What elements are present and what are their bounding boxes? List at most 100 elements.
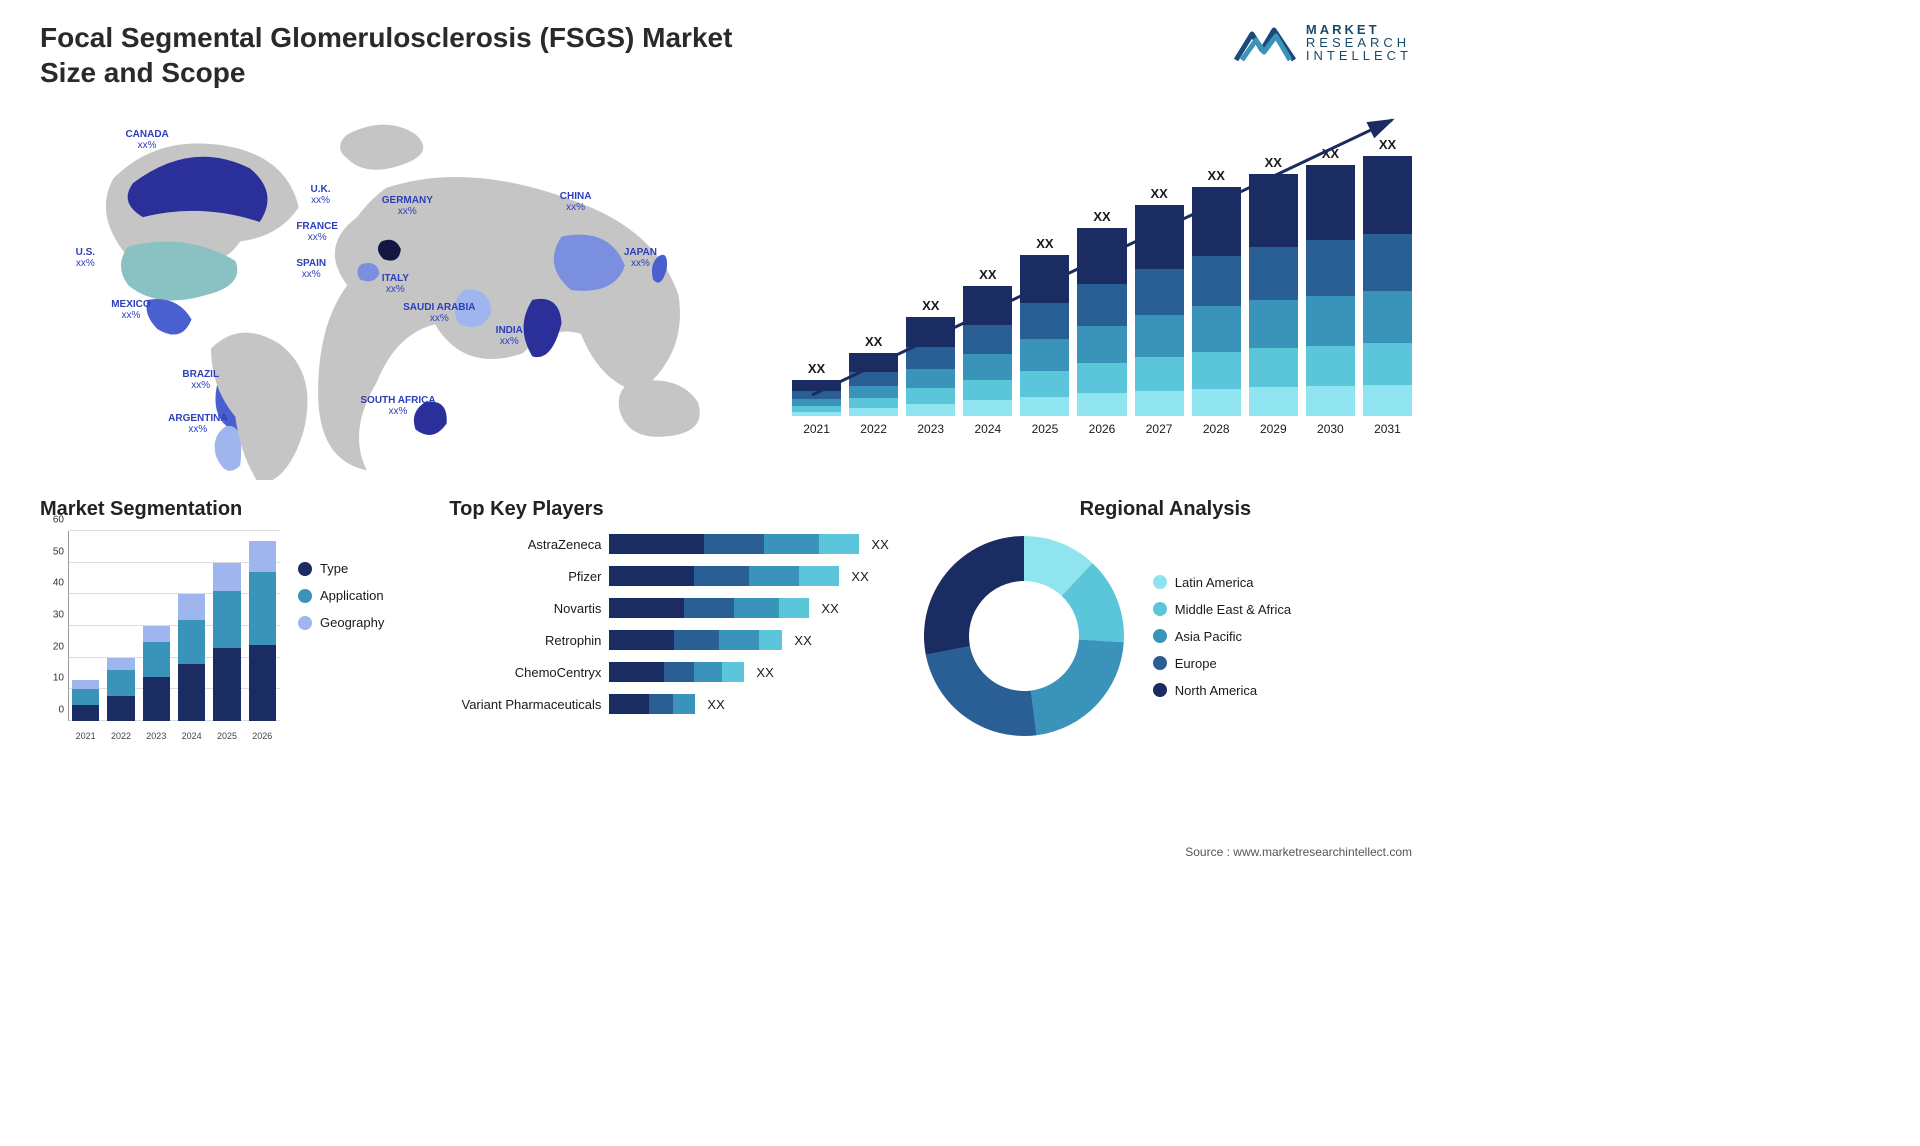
key-players-panel: Top Key Players AstraZenecaXXPfizerXXNov…: [449, 498, 888, 741]
legend-item: Europe: [1153, 656, 1291, 671]
legend-item: Middle East & Africa: [1153, 602, 1291, 617]
legend-item: Application: [298, 588, 384, 603]
logo-mark-icon: [1234, 20, 1296, 65]
legend-item: Asia Pacific: [1153, 629, 1291, 644]
segmentation-legend: Type Application Geography: [298, 531, 384, 741]
seg-xlabel: 2021: [72, 731, 99, 741]
legend-item: Geography: [298, 615, 384, 630]
forecast-bar-year: 2024: [963, 422, 1012, 436]
key-player-value: XX: [821, 601, 838, 616]
forecast-bar-value: XX: [1135, 186, 1184, 201]
map-label: ARGENTINAxx%: [168, 413, 227, 435]
map-label: ITALYxx%: [382, 273, 409, 295]
key-player-name: AstraZeneca: [449, 537, 609, 552]
map-label: JAPANxx%: [624, 247, 657, 269]
world-map: [40, 110, 752, 480]
forecast-bar-year: 2030: [1306, 422, 1355, 436]
key-player-row: Variant PharmaceuticalsXX: [449, 691, 888, 717]
forecast-bar-value: XX: [1020, 236, 1069, 251]
map-label: U.S.xx%: [76, 247, 95, 269]
forecast-bar-value: XX: [1249, 155, 1298, 170]
forecast-bar-value: XX: [1306, 146, 1355, 161]
seg-bar: [107, 658, 134, 721]
forecast-bar-year: 2027: [1135, 422, 1184, 436]
key-player-row: PfizerXX: [449, 563, 888, 589]
seg-ytick: 50: [40, 546, 64, 557]
key-players-chart: AstraZenecaXXPfizerXXNovartisXXRetrophin…: [449, 531, 888, 717]
forecast-bar-year: 2022: [849, 422, 898, 436]
seg-xlabel: 2023: [143, 731, 170, 741]
forecast-bar: XX2022: [849, 334, 898, 436]
forecast-bar-year: 2021: [792, 422, 841, 436]
forecast-bar-value: XX: [1192, 168, 1241, 183]
page-title: Focal Segmental Glomerulosclerosis (FSGS…: [40, 20, 760, 90]
key-player-name: Pfizer: [449, 569, 609, 584]
forecast-bar: XX 2030: [1306, 146, 1355, 436]
forecast-bar: XX 2023: [906, 298, 955, 436]
forecast-bar: XX2028: [1192, 168, 1241, 436]
seg-ytick: 0: [40, 705, 64, 716]
seg-ytick: 40: [40, 578, 64, 589]
key-player-name: Retrophin: [449, 633, 609, 648]
seg-xlabel: 2025: [213, 731, 240, 741]
key-player-value: XX: [794, 633, 811, 648]
forecast-bar: XX 2021: [792, 361, 841, 436]
forecast-bar-year: 2031: [1363, 422, 1412, 436]
map-label: SPAINxx%: [296, 258, 326, 280]
world-map-panel: CANADAxx%U.S.xx%MEXICOxx%BRAZILxx%ARGENT…: [40, 110, 752, 480]
key-player-value: XX: [756, 665, 773, 680]
seg-bar: [213, 563, 240, 721]
seg-bar: [143, 626, 170, 721]
regional-donut-chart: [919, 531, 1129, 741]
forecast-bar-year: 2023: [906, 422, 955, 436]
key-player-row: Retrophin XX: [449, 627, 888, 653]
key-player-row: AstraZeneca XX: [449, 531, 888, 557]
forecast-bar-value: XX: [963, 267, 1012, 282]
key-players-title: Top Key Players: [449, 498, 888, 521]
forecast-bar: XX2026: [1077, 209, 1126, 436]
key-player-value: XX: [871, 537, 888, 552]
seg-xlabel: 2026: [249, 731, 276, 741]
map-label: BRAZILxx%: [182, 369, 219, 391]
forecast-bar: XX 2024: [963, 267, 1012, 436]
seg-ytick: 30: [40, 610, 64, 621]
seg-ytick: 10: [40, 673, 64, 684]
seg-ytick: 20: [40, 641, 64, 652]
regional-title: Regional Analysis: [919, 498, 1412, 521]
forecast-bar-year: 2029: [1249, 422, 1298, 436]
forecast-bar-value: XX: [1363, 137, 1412, 152]
donut-slice: [926, 646, 1037, 736]
seg-xlabel: 2022: [107, 731, 134, 741]
forecast-bar: XX 2025: [1020, 236, 1069, 436]
map-label: GERMANYxx%: [382, 195, 433, 217]
seg-bar: [72, 680, 99, 721]
key-player-value: XX: [707, 697, 724, 712]
legend-item: Type: [298, 561, 384, 576]
map-label: SAUDI ARABIAxx%: [403, 302, 475, 324]
forecast-bar-year: 2026: [1077, 422, 1126, 436]
forecast-bar: XX 2029: [1249, 155, 1298, 436]
brand-logo: MARKET RESEARCH INTELLECT: [1234, 20, 1412, 65]
map-label: INDIAxx%: [496, 325, 523, 347]
legend-item: Latin America: [1153, 575, 1291, 590]
forecast-bar-value: XX: [906, 298, 955, 313]
donut-slice: [924, 536, 1024, 655]
segmentation-panel: Market Segmentation 0102030405060 202120…: [40, 498, 419, 741]
key-player-row: ChemoCentryxXX: [449, 659, 888, 685]
forecast-bar: XX 2027: [1135, 186, 1184, 436]
forecast-bar-value: XX: [792, 361, 841, 376]
legend-item: North America: [1153, 683, 1291, 698]
key-player-name: Novartis: [449, 601, 609, 616]
seg-bar: [249, 541, 276, 721]
forecast-bar: XX 2031: [1363, 137, 1412, 436]
map-label: FRANCExx%: [296, 221, 338, 243]
forecast-bar-year: 2025: [1020, 422, 1069, 436]
seg-bar: [178, 594, 205, 721]
map-label: CHINAxx%: [560, 191, 592, 213]
map-label: CANADAxx%: [125, 129, 168, 151]
map-label: SOUTH AFRICAxx%: [360, 395, 435, 417]
key-player-row: Novartis XX: [449, 595, 888, 621]
seg-xlabel: 2024: [178, 731, 205, 741]
source-attribution: Source : www.marketresearchintellect.com: [1185, 845, 1412, 859]
regional-legend: Latin America Middle East & Africa Asia Pa…: [1153, 575, 1291, 698]
